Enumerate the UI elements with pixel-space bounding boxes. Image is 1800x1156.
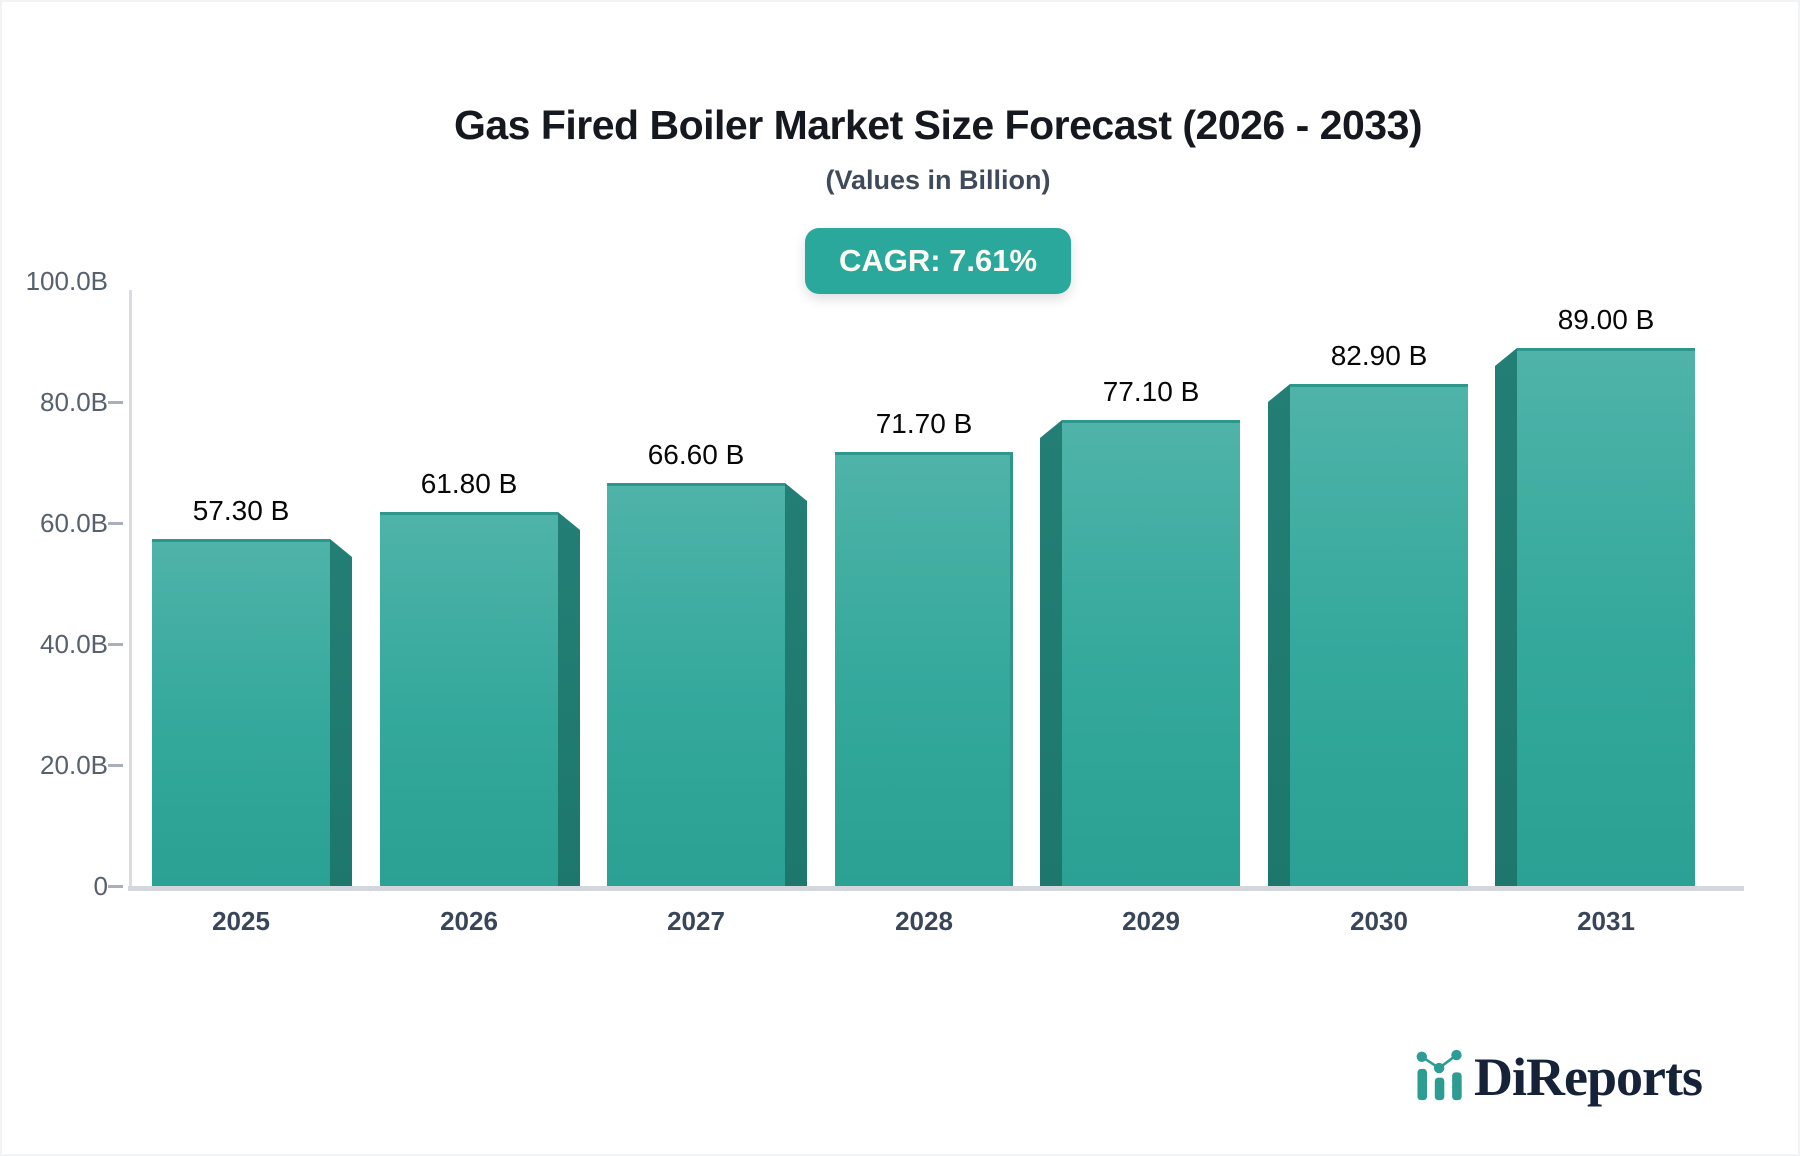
x-axis-category-label: 2030 xyxy=(1350,906,1408,936)
y-axis-tick-label: 0 xyxy=(93,871,108,901)
bar-value-label: 71.70 B xyxy=(875,408,973,439)
bar-2026 xyxy=(380,512,558,886)
brand-logo: DiReports xyxy=(1414,1046,1703,1107)
x-axis-category-label: 2029 xyxy=(1122,906,1180,936)
y-axis-tick-mark xyxy=(108,643,123,646)
bar-2027 xyxy=(607,483,785,886)
cagr-badge: CAGR: 7.61% xyxy=(804,228,1072,294)
y-axis-tick-mark xyxy=(108,764,123,767)
bar-2028 xyxy=(835,452,1013,886)
y-axis-tick-mark xyxy=(108,522,123,525)
chart-title: Gas Fired Boiler Market Size Forecast (2… xyxy=(453,102,1423,148)
bar-2030 xyxy=(1290,384,1468,886)
x-axis-line xyxy=(128,886,1744,891)
x-axis-category-label: 2027 xyxy=(667,906,725,936)
bar-side-face xyxy=(1495,348,1517,886)
y-axis-tick-label: 80.0B xyxy=(40,387,108,417)
bar-side-face xyxy=(785,483,807,886)
bar-2029 xyxy=(1062,420,1240,886)
x-axis-category-label: 2026 xyxy=(440,906,498,936)
bar-side-face xyxy=(558,512,580,886)
y-axis-tick-mark xyxy=(108,401,123,404)
chart-header: Gas Fired Boiler Market Size Forecast (2… xyxy=(132,102,1744,294)
bar-2025 xyxy=(152,539,330,886)
bar-2031 xyxy=(1517,348,1695,886)
bar-value-label: 82.90 B xyxy=(1330,340,1428,371)
y-axis-tick-label: 40.0B xyxy=(40,629,108,659)
y-axis-tick-label: 60.0B xyxy=(40,508,108,538)
bar-side-face xyxy=(1040,420,1062,886)
bar-value-label: 89.00 B xyxy=(1557,304,1655,335)
brand-logo-text: DiReports xyxy=(1474,1047,1703,1107)
bar-value-label: 61.80 B xyxy=(420,468,518,499)
bar-value-label: 77.10 B xyxy=(1102,376,1200,407)
x-axis-category-label: 2031 xyxy=(1577,906,1635,936)
bar-value-label: 66.60 B xyxy=(647,439,745,470)
y-axis-tick-label: 100.0B xyxy=(25,266,108,296)
x-axis-category-label: 2028 xyxy=(895,906,953,936)
y-axis-tick-mark xyxy=(108,885,123,888)
bar-value-label: 57.30 B xyxy=(192,495,290,526)
y-axis-tick-label: 20.0B xyxy=(40,750,108,780)
mini-bar-line-chart-icon xyxy=(1416,1049,1462,1101)
x-axis-category-label: 2025 xyxy=(212,906,270,936)
bar-side-face xyxy=(1268,384,1290,886)
chart-subtitle: (Values in Billion) xyxy=(825,165,1051,195)
y-axis-line xyxy=(129,290,132,886)
bar-side-face xyxy=(330,539,352,886)
